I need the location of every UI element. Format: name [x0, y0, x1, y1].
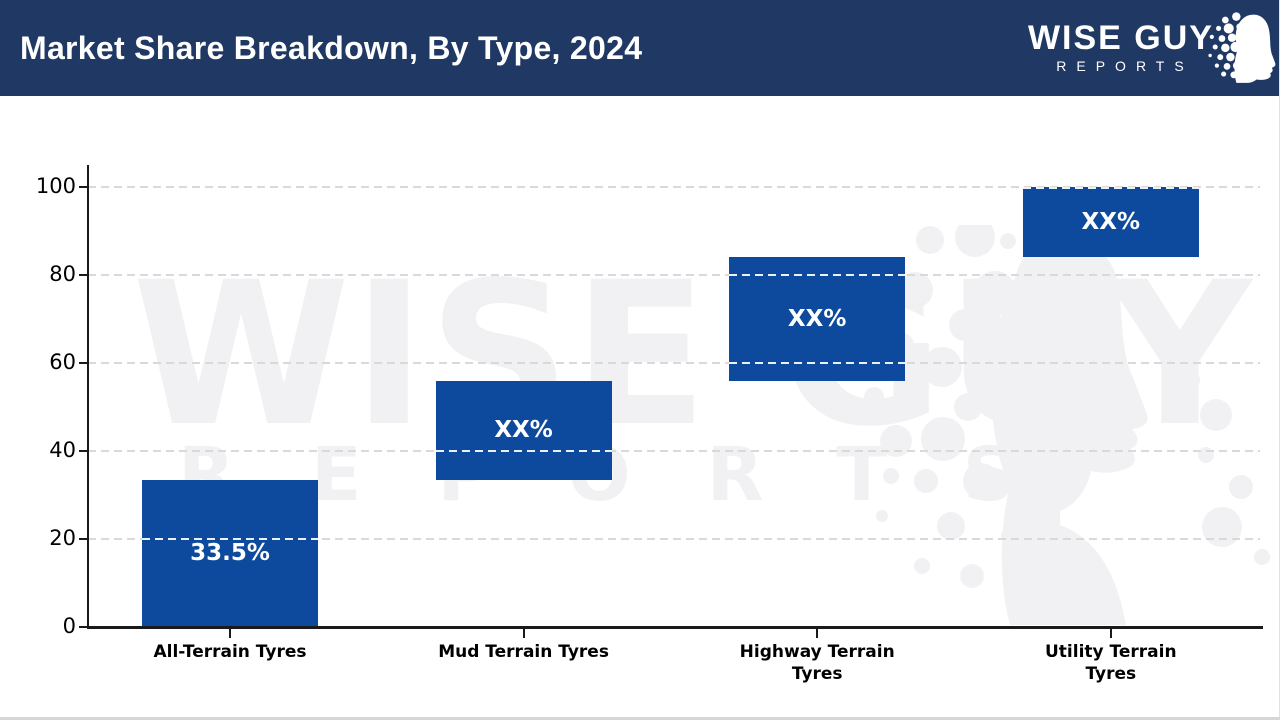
- header-bar: Market Share Breakdown, By Type, 2024 WI…: [0, 0, 1280, 96]
- bar-2: [435, 380, 612, 480]
- brand-logo-text: WISE GUY REPORTS: [1027, 18, 1214, 75]
- bar-3-griddash-80: [729, 274, 906, 276]
- y-tick-label-40: 40: [49, 438, 76, 462]
- bar-4: [1022, 187, 1199, 258]
- bar-1: [142, 479, 318, 627]
- y-tick-label-60: 60: [49, 350, 76, 374]
- y-tick-mark-80: [79, 274, 88, 276]
- x-tick-mark-4: [1109, 629, 1112, 638]
- y-tick-label-80: 80: [49, 262, 76, 286]
- x-category-label-3: Highway Terrain Tyres: [739, 642, 895, 685]
- bar-value-label-3: XX%: [787, 306, 847, 332]
- bar-1-griddash-20: [142, 538, 318, 540]
- x-tick-mark-1: [229, 629, 231, 638]
- y-tick-mark-0: [79, 626, 88, 628]
- y-tick-label-100: 100: [35, 174, 76, 198]
- y-tick-mark-100: [79, 186, 88, 188]
- bar-value-label-2: XX%: [494, 417, 553, 444]
- brand-face-icon: [1208, 12, 1276, 83]
- bar-value-label-4: XX%: [1081, 209, 1141, 236]
- bar-4-griddash-100: [1022, 187, 1199, 189]
- brand-logo: WISE GUY REPORTS: [1028, 5, 1276, 89]
- y-tick-label-0: 0: [62, 614, 76, 638]
- y-tick-mark-60: [79, 362, 88, 364]
- page-bottom-border: [0, 717, 1280, 720]
- bar-2-griddash-40: [435, 450, 612, 452]
- bar-value-label-1: 33.5%: [190, 540, 270, 567]
- brand-name: WISE GUY: [1027, 18, 1214, 57]
- y-axis-line: [87, 165, 89, 628]
- x-category-label-4: Utility Terrain Tyres: [1045, 642, 1177, 685]
- page-title: Market Share Breakdown, By Type, 2024: [20, 29, 643, 66]
- watermark-face-icon: [864, 225, 1270, 625]
- brand-subtitle: REPORTS: [1056, 58, 1194, 75]
- gridline-100: [88, 186, 1260, 188]
- bar-3: [729, 257, 906, 381]
- y-tick-label-20: 20: [49, 526, 76, 550]
- x-tick-mark-3: [816, 629, 819, 638]
- x-category-label-1: All-Terrain Tyres: [153, 642, 307, 662]
- y-tick-mark-20: [79, 538, 88, 540]
- gridline-40: [88, 450, 1260, 452]
- y-tick-mark-40: [79, 450, 88, 452]
- gridline-60: [88, 362, 1260, 364]
- gridline-20: [88, 538, 1260, 540]
- gridline-80: [88, 274, 1260, 276]
- x-axis-line: [87, 626, 1263, 629]
- x-category-label-2: Mud Terrain Tyres: [438, 642, 609, 662]
- bar-3-griddash-60: [729, 362, 906, 364]
- x-tick-mark-2: [522, 629, 525, 638]
